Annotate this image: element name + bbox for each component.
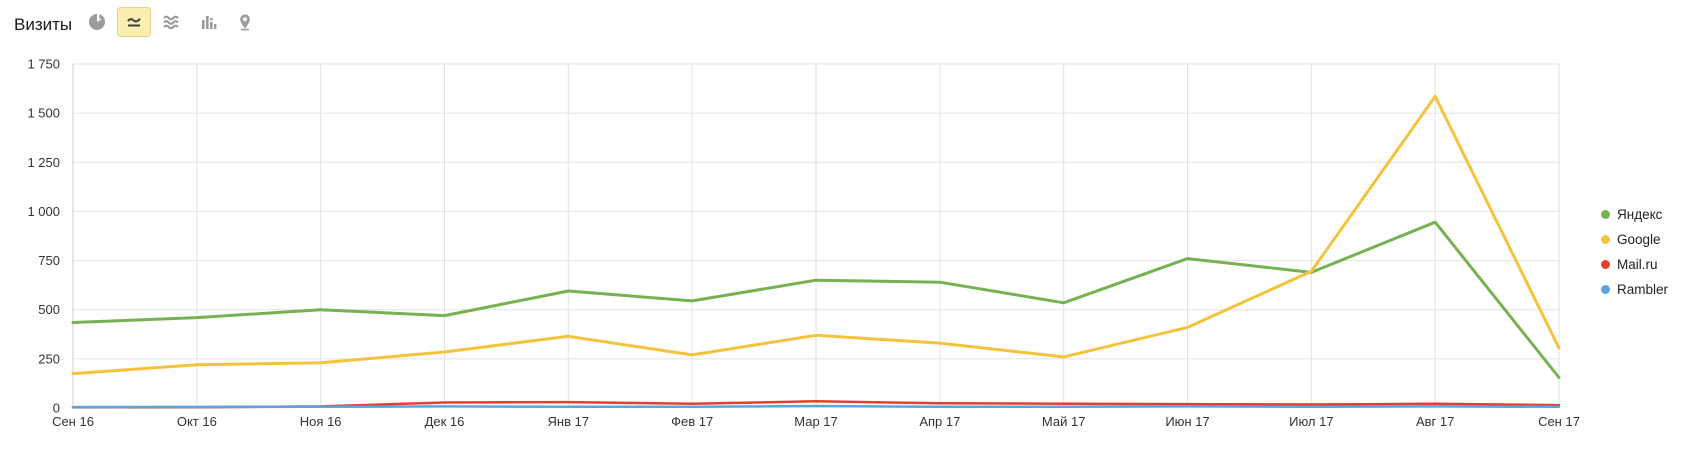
legend-label: Яндекс — [1617, 206, 1663, 222]
legend-dot-rambler — [1601, 284, 1610, 294]
widget-header: Визиты — [14, 10, 72, 40]
x-axis-label: Мар 17 — [794, 414, 838, 429]
y-axis-label: 750 — [38, 253, 60, 268]
legend-label: Mail.ru — [1617, 256, 1658, 272]
x-axis-label: Ноя 16 — [300, 414, 342, 429]
chart-type-stacked-area-button[interactable] — [154, 7, 188, 37]
y-axis-label: 1 750 — [27, 57, 60, 72]
chart-type-columns-button[interactable] — [191, 7, 225, 37]
chart-type-toolbar — [80, 7, 265, 37]
legend-item-yandex[interactable]: Яндекс — [1601, 204, 1668, 224]
chart-type-pie-button[interactable] — [80, 7, 114, 37]
y-axis-label: 1 500 — [27, 106, 60, 121]
stacked-area-chart-icon — [163, 15, 179, 30]
x-axis-label: Сен 16 — [52, 414, 94, 429]
legend-label: Google — [1617, 231, 1661, 247]
series-line-google — [71, 94, 1561, 376]
legend-dot-mailru — [1601, 259, 1610, 269]
x-axis-label: Янв 17 — [548, 414, 590, 429]
legend-item-rambler[interactable]: Rambler — [1601, 279, 1668, 299]
x-axis-label: Июл 17 — [1289, 414, 1333, 429]
chart-legend: Яндекс Google Mail.ru Rambler — [1601, 204, 1668, 304]
x-axis-label: Авг 17 — [1416, 414, 1454, 429]
y-axis-label: 0 — [53, 401, 60, 416]
x-axis-label: Июн 17 — [1165, 414, 1209, 429]
x-axis-label: Фев 17 — [671, 414, 713, 429]
x-axis-label: Дек 16 — [425, 414, 465, 429]
series-line-rambler — [71, 404, 1561, 409]
chart-type-map-button[interactable] — [228, 7, 262, 37]
bar-chart-icon — [202, 16, 217, 29]
x-axis-label: Апр 17 — [919, 414, 960, 429]
page-title: Визиты — [14, 15, 73, 34]
legend-dot-yandex — [1601, 209, 1610, 219]
x-axis-label: Май 17 — [1042, 414, 1086, 429]
y-axis-label: 1 000 — [27, 204, 60, 219]
x-axis-label: Окт 16 — [177, 414, 217, 429]
x-axis-label: Сен 17 — [1538, 414, 1580, 429]
chart-type-line-button[interactable] — [117, 7, 151, 37]
legend-dot-google — [1601, 234, 1610, 244]
y-axis-label: 500 — [38, 302, 60, 317]
y-axis-label: 250 — [38, 351, 60, 366]
legend-label: Rambler — [1617, 281, 1669, 297]
legend-item-mailru[interactable]: Mail.ru — [1601, 254, 1668, 274]
map-pin-icon — [240, 14, 250, 31]
legend-item-google[interactable]: Google — [1601, 229, 1668, 249]
y-axis-label: 1 250 — [27, 155, 60, 170]
line-chart-icon — [127, 18, 141, 27]
pie-chart-icon — [89, 13, 106, 30]
